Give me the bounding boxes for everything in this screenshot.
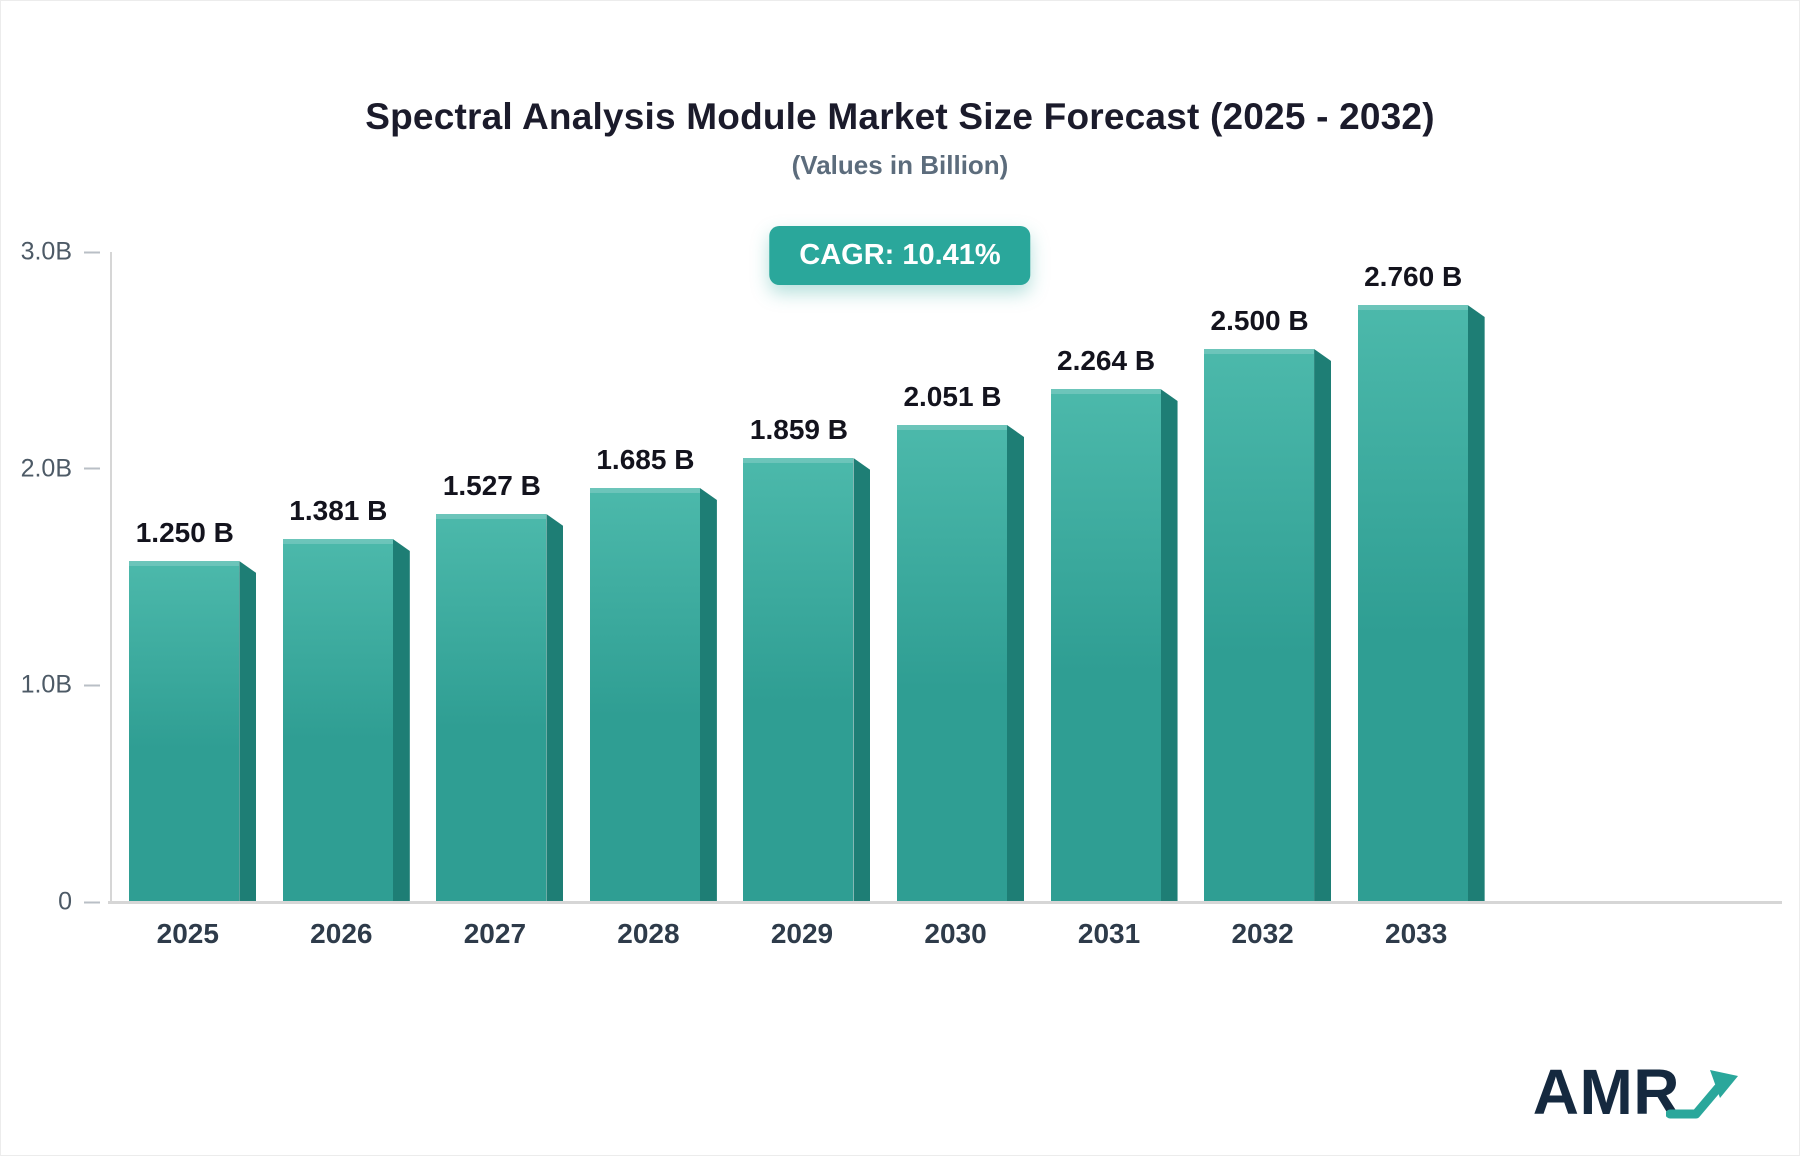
bar-group-2033: 2.760 B 2033: [1345, 252, 1498, 949]
bar-2033: [1357, 305, 1485, 902]
x-axis-label-2027: 2027: [463, 918, 527, 949]
y-tick-2.0B: 2.0B: [21, 454, 110, 483]
y-tick-1.0B: 1.0B: [21, 671, 110, 700]
bar-group-2031: 2.264 B 2031: [1038, 252, 1191, 949]
y-tick-0: 0: [58, 888, 110, 917]
bar-front-face: [897, 425, 1007, 902]
bar-front-face: [129, 561, 240, 902]
bar-side-face: [853, 458, 871, 902]
chart-subtitle: (Values in Billion): [791, 150, 1009, 180]
bar-group-2029: 1.859 B 2029: [730, 252, 883, 949]
bar-2028: [589, 488, 717, 902]
bar-side-face: [1160, 389, 1178, 902]
bar-front-face: [1050, 389, 1161, 902]
x-axis-label-2032: 2032: [1231, 918, 1294, 949]
x-axis-label-2030: 2030: [924, 918, 987, 949]
bar-2029: [743, 458, 871, 902]
y-tick-label: 0: [58, 887, 72, 916]
bar-front-face: [589, 488, 700, 902]
bar-side-face: [239, 561, 257, 902]
bar-side-face: [546, 514, 564, 902]
y-axis-line: [110, 252, 112, 902]
bar-2031: [1050, 389, 1178, 902]
bar-2030: [897, 425, 1024, 902]
bar-2032: [1204, 349, 1332, 902]
amr-logo-text: AMR: [1532, 1056, 1680, 1128]
bar-chart: 3.0B 2.0B 1.0B 0 1.250 B 2025 1.381 B 2026 1.52…: [21, 238, 1782, 949]
x-axis-label-2031: 2031: [1077, 918, 1141, 949]
bar-group-2027: 1.527 B 2027: [423, 252, 576, 949]
bar-group-2032: 2.500 B 2032: [1191, 252, 1344, 949]
bars-container: 1.250 B 2025 1.381 B 2026 1.527 B 2027 1.685 B…: [116, 252, 1498, 949]
bar-front-face: [743, 458, 854, 902]
y-tick-label: 1.0B: [20, 670, 72, 699]
bar-value-label: 1.381 B: [289, 495, 388, 526]
y-tick-3.0B: 3.0B: [21, 238, 110, 267]
bar-group-2030: 2.051 B 2030: [884, 252, 1037, 949]
x-axis-label-2029: 2029: [770, 918, 834, 949]
y-tick-mark: [84, 467, 100, 470]
bar-group-2028: 1.685 B 2028: [577, 252, 730, 949]
bar-side-face: [1467, 305, 1485, 902]
y-tick-mark: [84, 251, 100, 253]
amr-logo: AMR: [1533, 1060, 1738, 1124]
bar-value-label: 1.250 B: [135, 517, 234, 548]
bar-side-face: [1007, 425, 1024, 902]
bar-side-face: [1314, 349, 1332, 902]
bar-group-2025: 1.250 B 2025: [116, 252, 269, 949]
bar-front-face: [1204, 349, 1315, 902]
y-tick-label: 3.0B: [20, 237, 72, 266]
bar-2025: [129, 561, 257, 902]
bar-front-face: [1357, 305, 1468, 902]
bar-front-face: [282, 539, 393, 902]
bar-side-face: [392, 539, 410, 902]
x-axis-label-2028: 2028: [617, 918, 680, 949]
bar-front-face: [436, 514, 547, 902]
bar-value-label: 1.685 B: [596, 444, 695, 475]
x-axis-label-2025: 2025: [156, 918, 219, 949]
bar-value-label: 1.527 B: [442, 470, 541, 501]
bar-value-label: 2.051 B: [903, 381, 1002, 412]
x-axis-label-2033: 2033: [1385, 918, 1448, 949]
bar-value-label: 1.859 B: [749, 414, 848, 445]
y-tick-mark: [84, 684, 100, 687]
cagr-badge: CAGR: 10.41%: [769, 226, 1031, 285]
bar-2026: [282, 539, 410, 902]
x-axis-label-2026: 2026: [310, 918, 373, 949]
y-tick-mark: [84, 901, 100, 903]
bar-value-label: 2.264 B: [1057, 345, 1156, 376]
chart-title: Spectral Analysis Module Market Size For…: [365, 96, 1435, 137]
bar-group-2026: 1.381 B 2026: [270, 252, 423, 949]
bar-2027: [436, 514, 564, 902]
trend-up-arrow-icon: [1666, 1070, 1738, 1119]
x-axis-line: [108, 901, 1782, 904]
bar-side-face: [699, 488, 717, 902]
bar-value-label: 2.500 B: [1210, 305, 1309, 336]
bar-value-label: 2.760 B: [1364, 261, 1463, 292]
y-tick-label: 2.0B: [20, 454, 72, 483]
